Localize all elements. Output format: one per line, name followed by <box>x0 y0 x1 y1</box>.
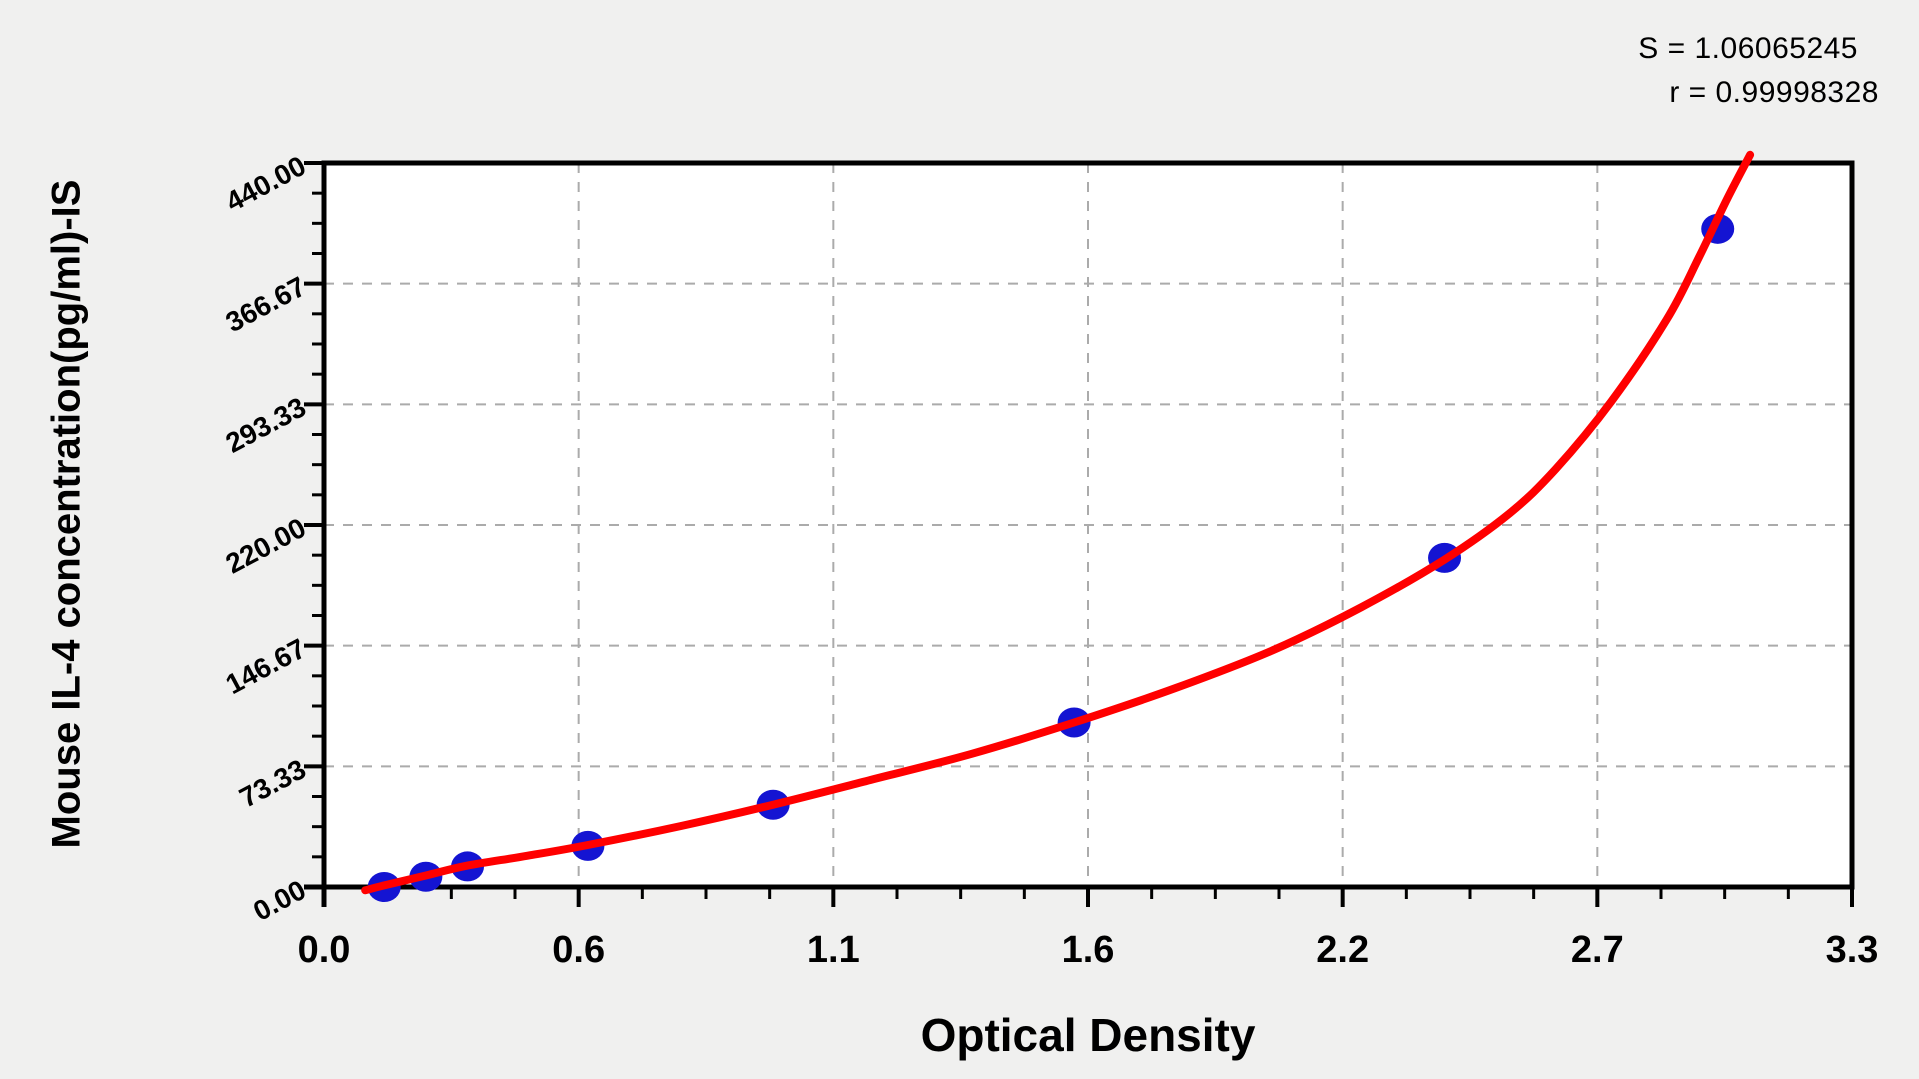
x-tick-label: 0.6 <box>552 929 605 971</box>
y-tick-label: 73.33 <box>234 753 310 813</box>
y-tick-label: 293.33 <box>221 391 311 459</box>
fit-parameter-s: S = 1.06065245 <box>1638 32 1858 65</box>
x-tick-label: 1.6 <box>1062 929 1115 971</box>
y-tick-label: 220.00 <box>221 512 311 580</box>
y-tick-label: 146.67 <box>221 633 311 701</box>
correlation-coefficient-r: r = 0.99998328 <box>1669 76 1879 109</box>
fit-curve <box>361 150 1755 895</box>
x-tick-label: 2.2 <box>1316 929 1369 971</box>
x-tick-label: 2.7 <box>1571 929 1624 971</box>
x-tick-label: 3.3 <box>1826 929 1879 971</box>
y-tick-label: 366.67 <box>221 271 311 339</box>
y-tick-label: 440.00 <box>221 150 311 218</box>
x-tick-label: 1.1 <box>807 929 860 971</box>
x-axis-title: Optical Density <box>920 1009 1256 1061</box>
x-tick-label: 0.0 <box>298 929 351 971</box>
y-tick-label: 0.00 <box>248 874 311 927</box>
y-axis-title: Mouse IL-4 concentration(pg/ml)-IS <box>44 179 89 849</box>
